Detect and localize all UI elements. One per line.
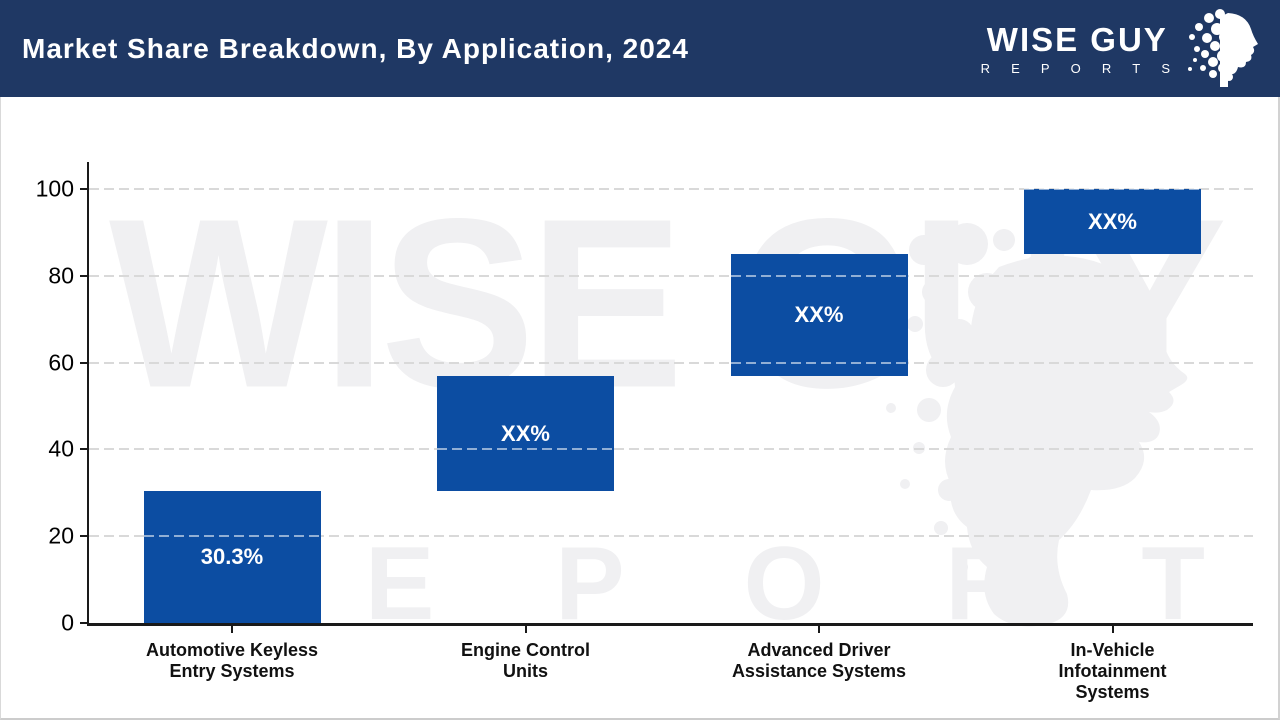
y-tick-label: 0 [61, 609, 74, 636]
x-axis [87, 623, 1253, 626]
bar: XX% [437, 375, 614, 492]
y-tick-label: 40 [48, 435, 74, 462]
page-title: Market Share Breakdown, By Application, … [22, 32, 689, 64]
y-tick-label: 60 [48, 349, 74, 376]
gridline [89, 535, 1253, 538]
logo-text: WISE GUY R E P O R T S [975, 23, 1180, 75]
x-tick [818, 625, 820, 633]
x-tick-label: Engine Control Units [461, 640, 590, 681]
watermark-head-icon [881, 223, 1188, 627]
gridline-overlay [143, 535, 321, 538]
wiseguy-logo: WISE GUY R E P O R T S [975, 7, 1280, 91]
x-tick-label: Advanced Driver Assistance Systems [731, 640, 907, 681]
gridline-overlay [730, 274, 908, 277]
bar-value-label: XX% [501, 420, 550, 446]
gridline-overlay [1024, 188, 1201, 190]
y-axis [87, 162, 89, 626]
bar: XX% [1024, 189, 1201, 255]
y-tick [80, 535, 88, 538]
bar-value-label: XX% [794, 301, 844, 327]
x-tick [1111, 625, 1114, 633]
header: Market Share Breakdown, By Application, … [0, 0, 1280, 97]
gridline [89, 274, 1253, 277]
logo-subtext: R E P O R T S [980, 60, 1180, 76]
gridline [89, 448, 1253, 451]
y-tick [80, 622, 88, 624]
watermark-reports: R E P O R T S [169, 526, 1280, 642]
gridline [89, 361, 1253, 364]
gridline-overlay [437, 448, 614, 451]
x-tick-label: Automotive Keyless Entry Systems [145, 640, 319, 681]
y-tick [80, 448, 88, 451]
x-tick [231, 625, 233, 633]
chart-area: WISE GUY R E P O R T S 02040608010030.3%… [0, 97, 1280, 720]
bar: XX% [730, 254, 908, 376]
y-tick-label: 100 [35, 175, 74, 202]
y-tick [80, 274, 88, 277]
bar: 30.3% [143, 491, 321, 623]
bar-value-label: 30.3% [200, 544, 264, 570]
x-tick [524, 625, 527, 633]
bar-value-label: XX% [1088, 208, 1137, 234]
y-tick [80, 361, 88, 364]
y-tick [80, 188, 88, 190]
gridline [89, 188, 1253, 190]
y-tick-label: 80 [48, 262, 74, 289]
x-tick-label: In-Vehicle Infotainment Systems [1058, 640, 1167, 702]
logo-head-icon [1188, 8, 1258, 87]
logo-wordmark: WISE GUY [986, 20, 1168, 58]
gridline-overlay [730, 361, 908, 364]
y-tick-label: 20 [48, 522, 74, 549]
